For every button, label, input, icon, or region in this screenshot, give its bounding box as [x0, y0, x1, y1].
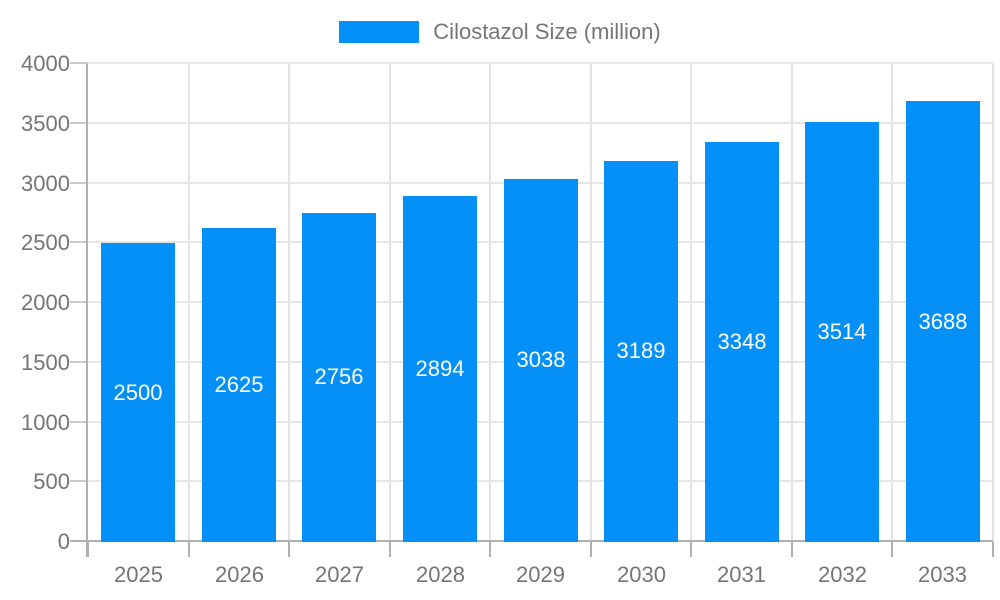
legend-swatch-icon	[339, 21, 420, 43]
x-gridline	[891, 64, 894, 542]
bar[interactable]	[403, 196, 477, 542]
x-axis-tick	[87, 542, 89, 557]
bar-value-label: 2500	[113, 380, 163, 405]
x-axis-label: 2029	[516, 562, 565, 587]
y-axis-label: 500	[33, 469, 70, 495]
x-gridline	[992, 64, 994, 542]
y-axis-label: 2000	[21, 290, 70, 315]
y-axis-label: 3500	[21, 110, 70, 136]
y-axis-label: 1500	[21, 349, 70, 375]
x-axis-label: 2025	[114, 562, 163, 587]
bar[interactable]	[805, 122, 879, 542]
bar[interactable]	[302, 212, 376, 542]
bar-value-label: 2756	[314, 364, 364, 389]
bar[interactable]	[705, 141, 779, 542]
y-gridline	[88, 62, 993, 64]
x-axis-tick	[388, 542, 391, 557]
y-axis-tick	[70, 121, 88, 124]
x-axis-label: 2033	[918, 562, 967, 587]
bar[interactable]	[101, 243, 175, 542]
y-axis-tick	[70, 181, 88, 184]
x-gridline	[790, 64, 793, 542]
x-axis-tick	[891, 542, 894, 557]
x-axis-label: 2027	[315, 562, 364, 587]
x-gridline	[589, 64, 592, 542]
x-axis-label: 2032	[818, 562, 867, 587]
x-axis-label: 2028	[416, 562, 465, 587]
x-gridline	[690, 64, 693, 542]
bar-value-label: 3514	[817, 319, 867, 344]
x-axis-tick	[187, 542, 190, 557]
x-gridline	[489, 64, 492, 542]
legend[interactable]: Cilostazol Size (million)	[0, 19, 1000, 45]
y-axis-label: 3000	[21, 170, 70, 196]
y-axis-tick	[70, 62, 88, 64]
bar-value-label: 2894	[415, 356, 465, 381]
x-gridline	[187, 64, 190, 542]
y-gridline	[88, 121, 993, 124]
bar[interactable]	[906, 101, 980, 542]
bar-value-label: 3348	[717, 329, 767, 354]
x-axis-label: 2030	[617, 562, 666, 587]
x-axis-tick	[790, 542, 793, 557]
y-axis-tick	[70, 420, 88, 423]
x-gridline	[388, 64, 391, 542]
x-axis-label: 2031	[717, 562, 766, 587]
y-axis-label: 2500	[21, 230, 70, 256]
legend-label: Cilostazol Size (million)	[433, 19, 661, 44]
y-axis-line	[86, 64, 88, 557]
y-axis-tick	[70, 480, 88, 483]
bar[interactable]	[604, 160, 678, 542]
y-axis-tick	[70, 241, 88, 244]
y-axis-label: 1000	[21, 409, 70, 435]
x-axis-label: 2026	[215, 562, 264, 587]
bar-value-label: 3189	[616, 338, 666, 363]
y-axis-tick	[70, 360, 88, 363]
x-axis-tick	[589, 542, 592, 557]
x-axis-tick	[992, 542, 994, 557]
y-axis-label: 0	[57, 529, 70, 554]
y-axis-tick	[70, 301, 88, 303]
bar-value-label: 2625	[214, 372, 264, 397]
bar[interactable]	[504, 178, 578, 542]
y-axis-label: 4000	[21, 51, 70, 76]
x-axis-tick	[690, 542, 693, 557]
x-axis-tick	[489, 542, 492, 557]
x-gridline	[288, 64, 291, 542]
bar-value-label: 3688	[918, 309, 968, 334]
x-axis-tick	[288, 542, 291, 557]
bar[interactable]	[202, 228, 276, 542]
bar-value-label: 3038	[516, 347, 566, 372]
